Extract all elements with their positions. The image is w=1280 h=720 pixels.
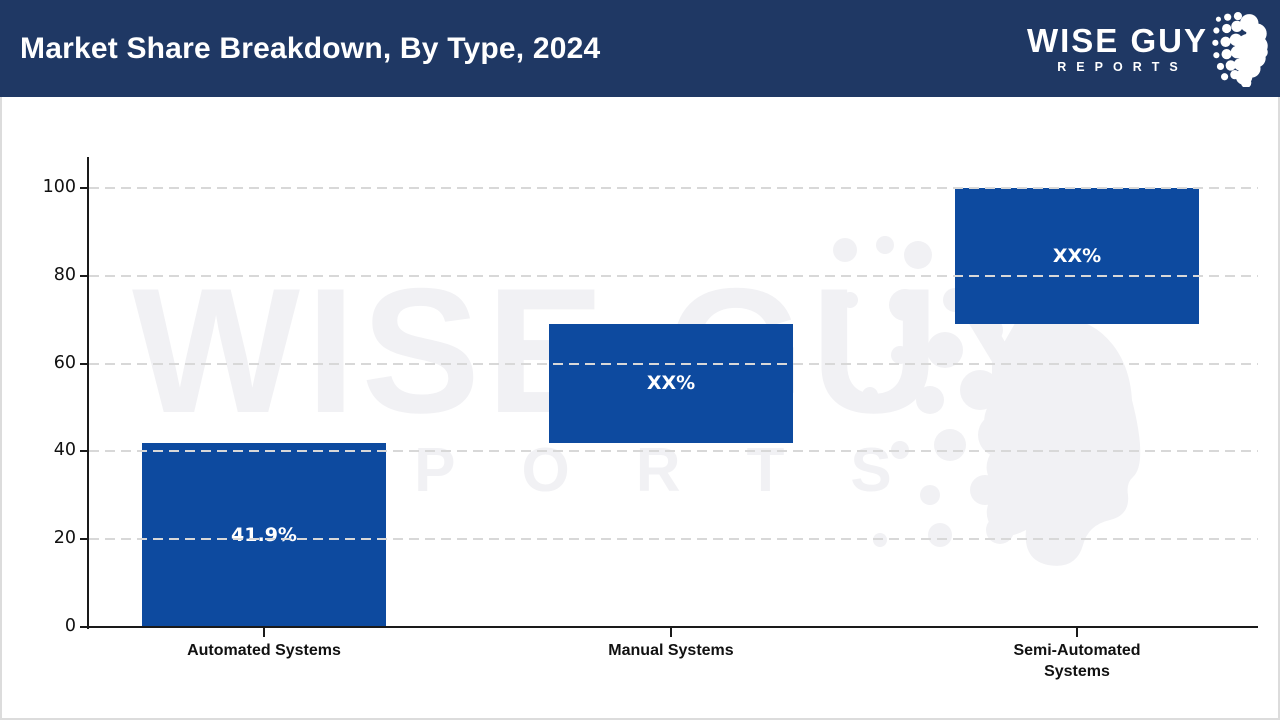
y-tick-label-80: 80 <box>53 264 76 285</box>
y-tick-label-60: 60 <box>53 352 76 373</box>
y-gridline-20 <box>89 538 1258 541</box>
bar-value-label: XX% <box>1052 244 1102 267</box>
y-tick-label-0: 0 <box>64 616 76 636</box>
x-tick-mark-2 <box>1076 628 1078 637</box>
page-title: Market Share Breakdown, By Type, 2024 <box>20 31 601 65</box>
x-category-label-line: Systems <box>1044 663 1110 680</box>
x-category-label-line: Manual Systems <box>608 642 734 659</box>
y-gridline-40 <box>89 450 1258 453</box>
y-tick-mark-40 <box>80 450 89 453</box>
y-tick-mark-60 <box>80 362 89 365</box>
x-category-label-line: Automated Systems <box>187 642 341 659</box>
y-tick-mark-100 <box>80 187 89 189</box>
x-category-label-1: Manual Systems <box>541 640 801 661</box>
bar-semi-automated-systems: XX% <box>955 188 1199 324</box>
y-tick-label-100: 100 <box>42 177 76 197</box>
bar-value-label: 41.9% <box>231 524 297 547</box>
logo-tagline: REPORTS <box>1057 59 1188 74</box>
bar-value-label: XX% <box>646 372 696 395</box>
logo-name: WISE GUY <box>1026 21 1208 59</box>
y-gridline-60 <box>89 362 1258 365</box>
header-band: Market Share Breakdown, By Type, 2024 WI… <box>0 0 1280 97</box>
y-gridline-100 <box>89 187 1258 189</box>
bar-manual-systems: XX% <box>549 323 793 444</box>
x-category-label-2: Semi-Automated Systems <box>947 640 1207 682</box>
y-tick-label-40: 40 <box>53 440 76 461</box>
x-axis-spine <box>87 626 1258 628</box>
y-tick-label-20: 20 <box>53 528 76 549</box>
wise-guy-reports-logo: WISE GUY REPORTS <box>1027 11 1280 87</box>
y-tick-mark-80 <box>80 274 89 277</box>
y-tick-mark-20 <box>80 538 89 541</box>
x-tick-mark-1 <box>670 628 672 637</box>
x-category-label-line: Semi-Automated <box>1013 642 1141 659</box>
logo-text: WISE GUY REPORTS <box>1027 24 1208 74</box>
watermark-head-icon <box>833 236 1141 566</box>
y-gridline-80 <box>89 274 1258 277</box>
bar-automated-systems: 41.9% <box>142 443 386 627</box>
x-tick-mark-0 <box>263 628 265 637</box>
y-axis-spine <box>87 157 89 629</box>
x-category-label-0: Automated Systems <box>134 640 394 661</box>
y-tick-mark-0 <box>80 626 89 628</box>
logo-head-icon <box>1212 11 1268 87</box>
